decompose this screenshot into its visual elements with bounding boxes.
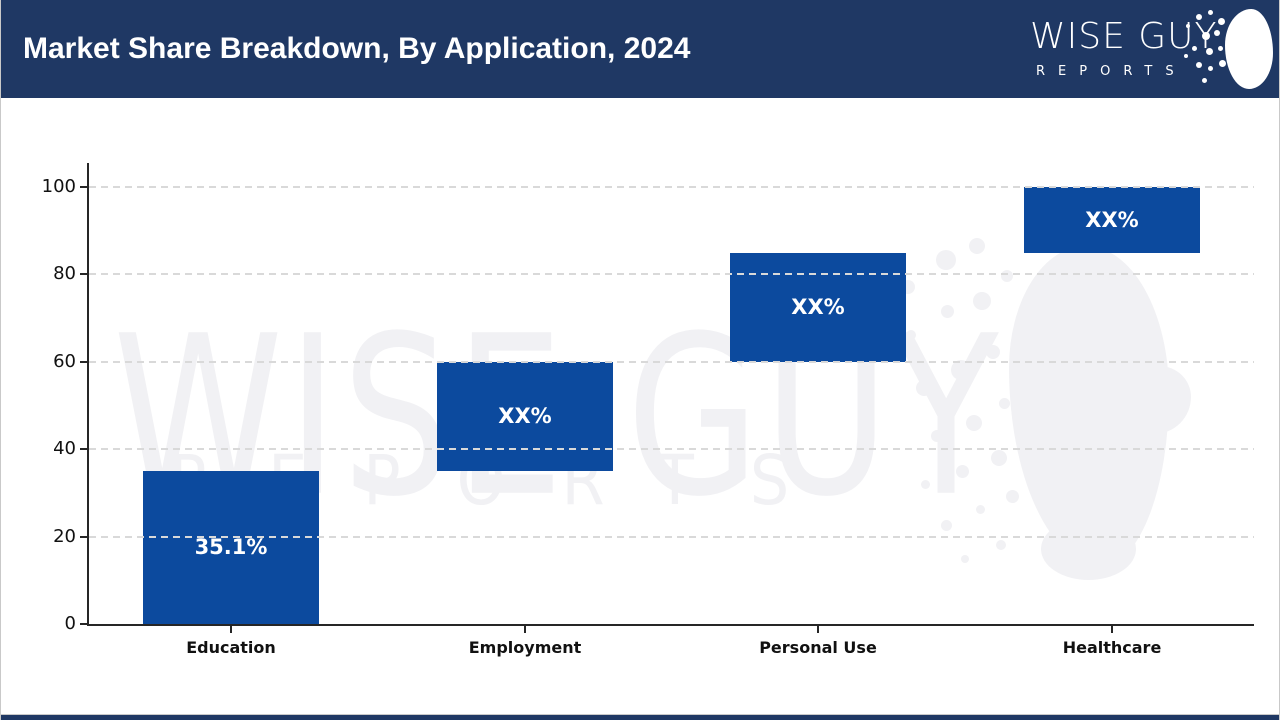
watermark-dot <box>916 380 932 396</box>
logo-dot <box>1208 66 1213 71</box>
logo-dot <box>1202 78 1207 83</box>
bar <box>1024 187 1200 253</box>
gridline <box>89 360 1254 363</box>
bar-value-label: XX% <box>498 404 552 429</box>
y-tick-label: 100 <box>41 176 76 197</box>
wise-guy-reports-logo: WISE GUY REPORTS <box>1000 4 1275 94</box>
bar-value-label: 35.1% <box>194 535 268 560</box>
watermark-dot <box>931 430 943 442</box>
gridline <box>89 273 1254 276</box>
x-tick-label: Education <box>186 638 276 657</box>
y-tick-label: 80 <box>53 263 76 285</box>
watermark-dot <box>961 555 969 563</box>
watermark-dot <box>996 540 1006 550</box>
y-axis-tick <box>80 448 87 451</box>
logo-dot <box>1219 60 1226 67</box>
watermark-dot <box>941 520 952 531</box>
y-axis-tick <box>80 186 87 188</box>
logo-brand-text: WISE GUY <box>1030 16 1218 57</box>
watermark-blob <box>1041 518 1136 580</box>
watermark-dot <box>999 398 1010 409</box>
x-axis-tick <box>230 626 232 633</box>
bar <box>143 470 319 624</box>
y-axis-tick <box>80 273 87 276</box>
y-axis-tick <box>80 535 87 538</box>
watermark-dot <box>906 330 916 340</box>
x-tick-label: Personal Use <box>759 638 877 657</box>
logo-dot <box>1208 10 1213 15</box>
logo-dot <box>1202 32 1210 40</box>
header-bar: Market Share Breakdown, By Application, … <box>1 0 1279 98</box>
page-title: Market Share Breakdown, By Application, … <box>23 32 691 65</box>
y-tick-label: 40 <box>53 438 76 460</box>
y-axis-line <box>87 163 89 626</box>
watermark-dot <box>941 305 954 318</box>
logo-dot <box>1206 48 1213 55</box>
watermark-dot <box>991 450 1007 466</box>
logo-dot <box>1184 54 1188 58</box>
gridline <box>89 535 1254 538</box>
watermark-dot <box>976 505 985 514</box>
watermark-dot <box>966 415 982 431</box>
bar <box>730 252 906 362</box>
footer-accent-bar <box>1 714 1279 720</box>
logo-dot <box>1196 14 1202 20</box>
watermark-dot <box>973 292 991 310</box>
logo-dot <box>1218 18 1225 25</box>
watermark-dot <box>951 360 971 380</box>
watermark-dot <box>936 250 956 270</box>
gridline <box>89 448 1254 451</box>
gridline <box>89 186 1254 188</box>
y-axis-tick <box>80 360 87 363</box>
bar <box>437 361 613 471</box>
watermark-dot <box>1001 270 1013 282</box>
bar-value-label: XX% <box>1085 207 1139 232</box>
logo-face-icon <box>1225 9 1273 89</box>
x-axis-line <box>87 624 1254 626</box>
logo-dot <box>1214 30 1220 36</box>
x-axis-tick <box>524 626 526 633</box>
watermark-dot <box>1006 490 1019 503</box>
watermark-dot <box>986 345 1000 359</box>
y-tick-label: 20 <box>53 525 76 547</box>
logo-dot <box>1192 46 1197 51</box>
logo-reports-text: REPORTS <box>1036 64 1187 79</box>
watermark-dot <box>956 465 969 478</box>
x-axis-tick <box>817 626 819 633</box>
x-tick-label: Employment <box>468 638 582 657</box>
logo-dot <box>1196 62 1202 68</box>
logo-dot <box>1218 46 1223 51</box>
x-axis-tick <box>1111 626 1113 633</box>
watermark-dot <box>921 480 930 489</box>
x-tick-label: Healthcare <box>1062 638 1162 657</box>
y-tick-label: 60 <box>53 350 76 372</box>
bar-value-label: XX% <box>791 295 845 320</box>
watermark-dot <box>969 238 985 254</box>
y-tick-label: 0 <box>64 613 76 634</box>
y-axis-tick <box>80 623 87 625</box>
logo-dot <box>1186 24 1190 28</box>
